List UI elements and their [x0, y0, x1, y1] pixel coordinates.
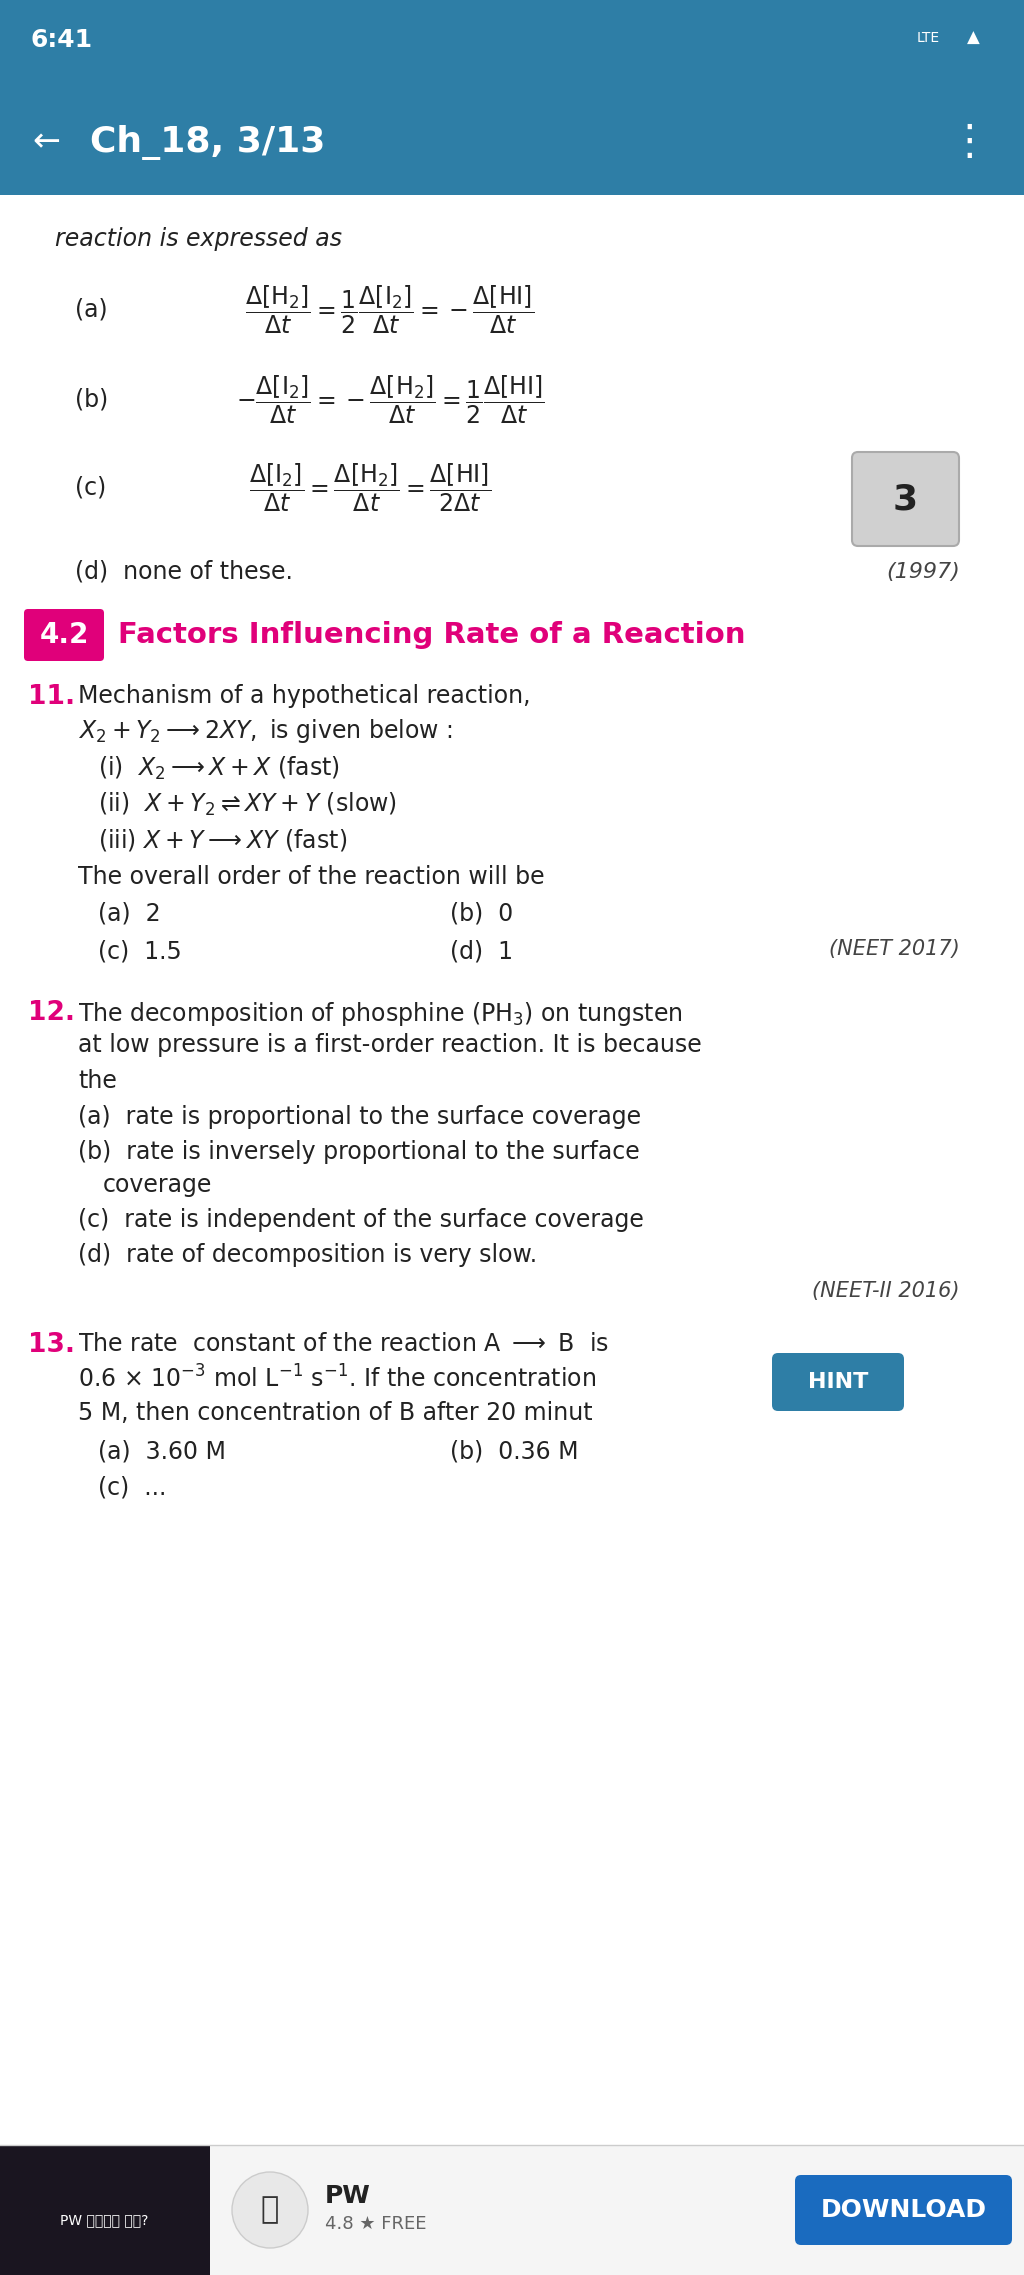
- Text: $\dfrac{\Delta[\mathrm{I_2}]}{\Delta t}=\dfrac{\Delta[\mathrm{H_2}]}{\Delta t}=\: $\dfrac{\Delta[\mathrm{I_2}]}{\Delta t}=…: [249, 462, 492, 514]
- Text: (a)  3.60 M: (a) 3.60 M: [98, 1440, 226, 1463]
- Text: ⋮: ⋮: [948, 121, 990, 164]
- Text: ▲: ▲: [968, 30, 980, 48]
- Text: $-\dfrac{\Delta[\mathrm{I_2}]}{\Delta t}=-\dfrac{\Delta[\mathrm{H_2}]}{\Delta t}: $-\dfrac{\Delta[\mathrm{I_2}]}{\Delta t}…: [236, 373, 545, 425]
- Text: Factors Influencing Rate of a Reaction: Factors Influencing Rate of a Reaction: [118, 621, 745, 648]
- Text: (iii) $X + Y \longrightarrow XY$ (fast): (iii) $X + Y \longrightarrow XY$ (fast): [98, 828, 347, 853]
- Text: The overall order of the reaction will be: The overall order of the reaction will b…: [78, 864, 545, 890]
- Text: (b): (b): [75, 389, 109, 412]
- Bar: [0, 0, 1024, 196]
- Text: 11.: 11.: [28, 685, 75, 710]
- Text: $\dfrac{\Delta[\mathrm{H_2}]}{\Delta t}=\dfrac{1}{2}\dfrac{\Delta[\mathrm{I_2}]}: $\dfrac{\Delta[\mathrm{H_2}]}{\Delta t}=…: [246, 284, 535, 337]
- Text: (d)  none of these.: (d) none of these.: [75, 560, 293, 585]
- Text: The decomposition of phosphine (PH$_3$) on tungsten: The decomposition of phosphine (PH$_3$) …: [78, 1001, 683, 1028]
- Text: 0.6 $\times$ 10$^{-3}$ mol L$^{-1}$ s$^{-1}$. If the concentration: 0.6 $\times$ 10$^{-3}$ mol L$^{-1}$ s$^{…: [78, 1365, 596, 1392]
- Bar: [0, 2145, 1024, 2275]
- Text: (d)  1: (d) 1: [450, 940, 513, 962]
- FancyBboxPatch shape: [852, 453, 959, 546]
- Text: (c): (c): [75, 475, 106, 500]
- Text: Ch_18, 3/13: Ch_18, 3/13: [90, 125, 326, 159]
- Text: DOWNLOAD: DOWNLOAD: [820, 2198, 986, 2223]
- Text: 6:41: 6:41: [30, 27, 92, 52]
- Text: (b)  rate is inversely proportional to the surface: (b) rate is inversely proportional to th…: [78, 1140, 640, 1165]
- Text: (d)  rate of decomposition is very slow.: (d) rate of decomposition is very slow.: [78, 1242, 538, 1267]
- Text: LTE: LTE: [916, 32, 940, 46]
- Text: 4.8 ★ FREE: 4.8 ★ FREE: [325, 2216, 427, 2234]
- Text: the: the: [78, 1069, 117, 1092]
- Text: 5 M, then concentration of B after 20 minut: 5 M, then concentration of B after 20 mi…: [78, 1401, 593, 1424]
- Text: PW: PW: [325, 2184, 371, 2209]
- Text: (b)  0: (b) 0: [450, 901, 513, 926]
- Text: 13.: 13.: [28, 1331, 75, 1358]
- Circle shape: [232, 2173, 308, 2248]
- FancyBboxPatch shape: [24, 610, 104, 662]
- Text: Mechanism of a hypothetical reaction,: Mechanism of a hypothetical reaction,: [78, 685, 530, 708]
- Text: (ii)  $X + Y_2 \rightleftharpoons XY + Y$ (slow): (ii) $X + Y_2 \rightleftharpoons XY + Y$…: [98, 792, 397, 819]
- Text: (b)  0.36 M: (b) 0.36 M: [450, 1440, 579, 1463]
- Text: 3: 3: [893, 482, 919, 516]
- Text: (NEET 2017): (NEET 2017): [829, 940, 961, 960]
- Text: (a)  rate is proportional to the surface coverage: (a) rate is proportional to the surface …: [78, 1106, 641, 1128]
- Text: The rate  constant of the reaction A $\longrightarrow$ B  is: The rate constant of the reaction A $\lo…: [78, 1331, 609, 1356]
- FancyBboxPatch shape: [795, 2175, 1012, 2245]
- Text: coverage: coverage: [103, 1174, 212, 1197]
- Text: reaction is expressed as: reaction is expressed as: [55, 228, 342, 250]
- FancyBboxPatch shape: [772, 1354, 904, 1410]
- Text: $X_2 + Y_2 \longrightarrow 2XY,$ is given below :: $X_2 + Y_2 \longrightarrow 2XY,$ is give…: [78, 717, 453, 744]
- Text: (c)  1.5: (c) 1.5: [98, 940, 181, 962]
- Text: 12.: 12.: [28, 1001, 75, 1026]
- Text: (c)  ...: (c) ...: [98, 1474, 166, 1499]
- Bar: [0, 2145, 210, 2275]
- Text: ←: ←: [32, 125, 60, 159]
- Text: HINT: HINT: [808, 1372, 868, 1392]
- Text: PW क्या है?: PW क्या है?: [60, 2214, 148, 2227]
- Text: (i)  $X_2 \longrightarrow X + X$ (fast): (i) $X_2 \longrightarrow X + X$ (fast): [98, 755, 340, 783]
- Text: (a)  2: (a) 2: [98, 901, 161, 926]
- Text: (c)  rate is independent of the surface coverage: (c) rate is independent of the surface c…: [78, 1208, 644, 1233]
- Text: Ⓡ: Ⓡ: [261, 2195, 280, 2225]
- Text: (a): (a): [75, 298, 108, 323]
- Text: (1997): (1997): [886, 562, 961, 582]
- Text: at low pressure is a first-order reaction. It is because: at low pressure is a first-order reactio…: [78, 1033, 701, 1058]
- Text: 4.2: 4.2: [39, 621, 89, 648]
- Text: (NEET-II 2016): (NEET-II 2016): [812, 1281, 961, 1301]
